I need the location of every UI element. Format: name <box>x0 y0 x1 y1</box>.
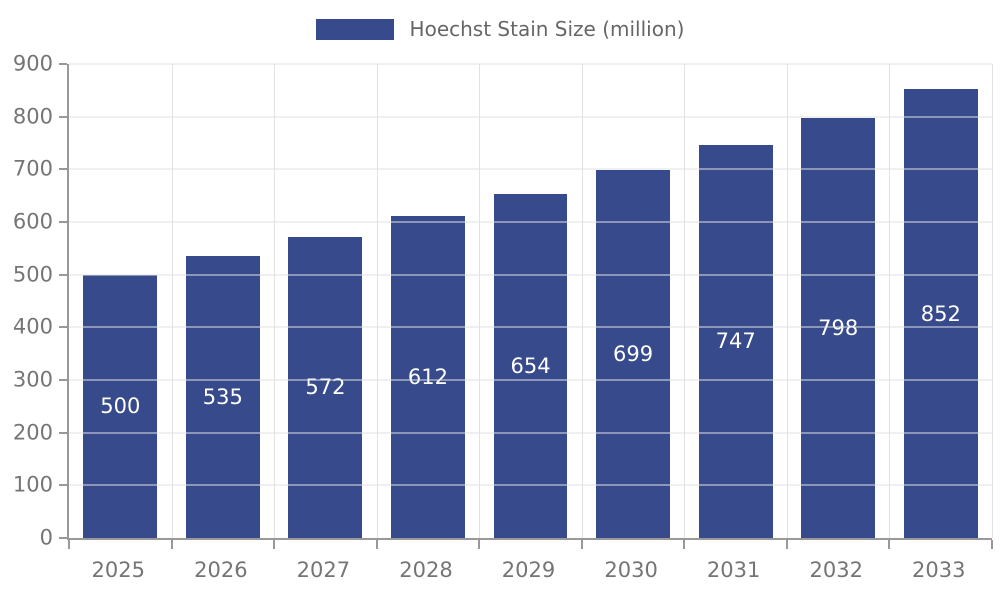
bar: 852 <box>903 89 978 538</box>
x-gridline <box>479 64 481 538</box>
y-tick-mark <box>59 431 67 434</box>
bar-slot: 699 <box>582 64 685 538</box>
bar-value-label: 798 <box>818 315 859 340</box>
x-category-label: 2031 <box>706 558 761 582</box>
bar: 535 <box>185 256 260 538</box>
x-category-label: 2027 <box>296 558 351 582</box>
y-tick-mark <box>59 326 67 329</box>
y-gridline <box>69 116 992 118</box>
x-gridline <box>786 64 788 538</box>
x-tick-mark <box>273 540 276 549</box>
x-category-label: 2028 <box>399 558 453 582</box>
x-tick-mark <box>683 540 686 549</box>
y-tick-mark <box>59 273 67 276</box>
y-tick-label: 0 <box>39 525 53 550</box>
bars-container: 500 535 572 612 654 699 747 798 852 <box>69 64 992 538</box>
y-tick-label: 900 <box>12 51 53 76</box>
x-category-label: 2029 <box>501 558 556 582</box>
bar: 572 <box>288 236 363 538</box>
bar-slot: 798 <box>787 64 890 538</box>
x-tick-mark <box>170 540 173 549</box>
y-tick-label: 300 <box>12 367 53 392</box>
bar-slot: 852 <box>890 64 993 538</box>
bar-slot: 572 <box>274 64 377 538</box>
bar: 747 <box>698 144 773 538</box>
x-gridline <box>376 64 378 538</box>
bar: 500 <box>83 274 158 538</box>
y-tick-mark <box>59 379 67 382</box>
y-gridline <box>69 326 992 328</box>
bar-value-label: 699 <box>613 341 654 366</box>
bar-value-label: 852 <box>920 301 961 326</box>
bar-value-label: 612 <box>407 364 449 389</box>
plot-area: 500 535 572 612 654 699 747 798 852 0 100 200 300 40… <box>13 53 993 549</box>
x-gridline <box>274 64 276 538</box>
bar-value-label: 572 <box>305 375 346 400</box>
x-axis-labels: 2025 2026 2027 2028 2029 2030 2031 2032 2033 <box>67 552 990 582</box>
y-gridline <box>69 484 992 486</box>
y-tick-label: 100 <box>12 472 53 497</box>
y-tick-label: 800 <box>12 104 53 129</box>
x-tick-mark <box>888 540 891 549</box>
x-tick-mark <box>785 540 788 549</box>
x-tick-mark <box>375 540 378 549</box>
y-tick-mark <box>59 221 67 224</box>
y-gridline <box>69 63 992 65</box>
x-gridline <box>889 64 891 538</box>
x-category-label: 2026 <box>194 558 248 582</box>
legend-swatch <box>315 18 394 40</box>
bar-value-label: 654 <box>510 353 551 378</box>
y-gridline <box>69 168 992 170</box>
bar-slot: 535 <box>172 64 275 538</box>
x-category-label: 2025 <box>91 558 145 582</box>
legend: Hoechst Stain Size (million) <box>0 17 1000 41</box>
y-gridline <box>69 379 992 381</box>
y-tick-label: 600 <box>12 209 53 234</box>
bar-value-label: 535 <box>202 385 243 410</box>
bar: 654 <box>493 193 568 538</box>
y-tick-mark <box>59 537 67 539</box>
y-gridline <box>69 221 992 223</box>
bar-value-label: 747 <box>715 329 756 354</box>
bar: 612 <box>391 215 465 538</box>
x-category-label: 2032 <box>809 558 863 582</box>
y-tick-mark <box>59 168 67 171</box>
bar-slot: 612 <box>377 64 480 538</box>
x-tick-mark <box>991 540 993 549</box>
y-tick-label: 200 <box>12 420 53 445</box>
x-tick-mark <box>580 540 583 549</box>
x-gridline <box>992 64 993 538</box>
x-tick-mark <box>68 540 70 549</box>
bar-slot: 654 <box>479 64 582 538</box>
x-gridline <box>581 64 583 538</box>
y-tick-mark <box>59 484 67 487</box>
x-category-label: 2030 <box>604 558 658 582</box>
bar-slot: 500 <box>69 64 172 538</box>
x-tick-mark <box>478 540 481 549</box>
x-category-label: 2033 <box>912 558 966 582</box>
bar-slot: 747 <box>684 64 787 538</box>
y-tick-label: 700 <box>12 156 53 181</box>
bar: 699 <box>596 169 671 538</box>
y-gridline <box>69 274 992 276</box>
x-gridline <box>171 64 173 538</box>
bar: 798 <box>801 117 876 538</box>
y-tick-mark <box>59 63 67 65</box>
y-tick-mark <box>59 115 67 118</box>
y-tick-label: 500 <box>12 262 53 287</box>
bar-value-label: 500 <box>100 394 141 419</box>
y-gridline <box>69 432 992 434</box>
y-tick-label: 400 <box>12 314 53 339</box>
legend-label: Hoechst Stain Size (million) <box>409 17 685 41</box>
x-gridline <box>684 64 686 538</box>
